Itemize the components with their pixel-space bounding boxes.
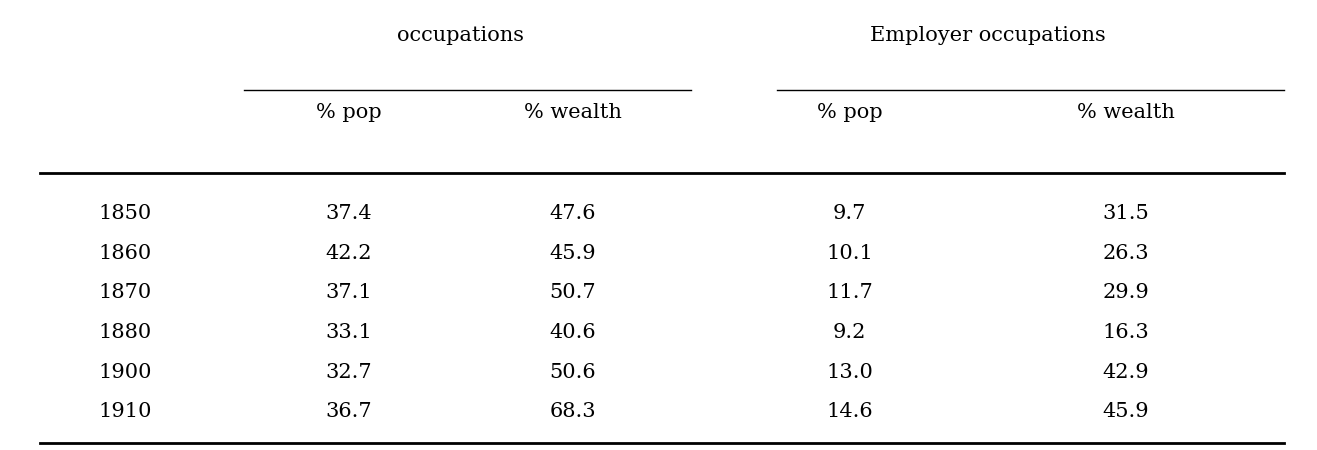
Text: 50.6: 50.6 — [549, 363, 597, 382]
Text: 50.7: 50.7 — [549, 284, 597, 302]
Text: 1900: 1900 — [99, 363, 153, 382]
Text: 1870: 1870 — [99, 284, 151, 302]
Text: Employer occupations: Employer occupations — [869, 26, 1106, 45]
Text: 36.7: 36.7 — [325, 402, 373, 421]
Text: 68.3: 68.3 — [549, 402, 597, 421]
Text: 42.2: 42.2 — [325, 244, 373, 263]
Text: 37.1: 37.1 — [325, 284, 373, 302]
Text: 45.9: 45.9 — [1102, 402, 1150, 421]
Text: 11.7: 11.7 — [826, 284, 873, 302]
Text: 1880: 1880 — [99, 323, 151, 342]
Text: 13.0: 13.0 — [826, 363, 873, 382]
Text: 32.7: 32.7 — [325, 363, 373, 382]
Text: % pop: % pop — [817, 103, 882, 122]
Text: 37.4: 37.4 — [325, 204, 373, 223]
Text: % wealth: % wealth — [524, 103, 622, 122]
Text: 33.1: 33.1 — [325, 323, 373, 342]
Text: 1860: 1860 — [99, 244, 151, 263]
Text: 47.6: 47.6 — [549, 204, 597, 223]
Text: occupations: occupations — [398, 26, 524, 45]
Text: 16.3: 16.3 — [1102, 323, 1150, 342]
Text: 29.9: 29.9 — [1102, 284, 1150, 302]
Text: 31.5: 31.5 — [1102, 204, 1150, 223]
Text: 40.6: 40.6 — [549, 323, 597, 342]
Text: 10.1: 10.1 — [826, 244, 873, 263]
Text: 1850: 1850 — [99, 204, 151, 223]
Text: 45.9: 45.9 — [549, 244, 597, 263]
Text: 14.6: 14.6 — [826, 402, 873, 421]
Text: 42.9: 42.9 — [1102, 363, 1150, 382]
Text: % wealth: % wealth — [1077, 103, 1175, 122]
Text: 26.3: 26.3 — [1102, 244, 1150, 263]
Text: 9.7: 9.7 — [832, 204, 867, 223]
Text: 9.2: 9.2 — [832, 323, 867, 342]
Text: 1910: 1910 — [99, 402, 153, 421]
Text: % pop: % pop — [316, 103, 382, 122]
